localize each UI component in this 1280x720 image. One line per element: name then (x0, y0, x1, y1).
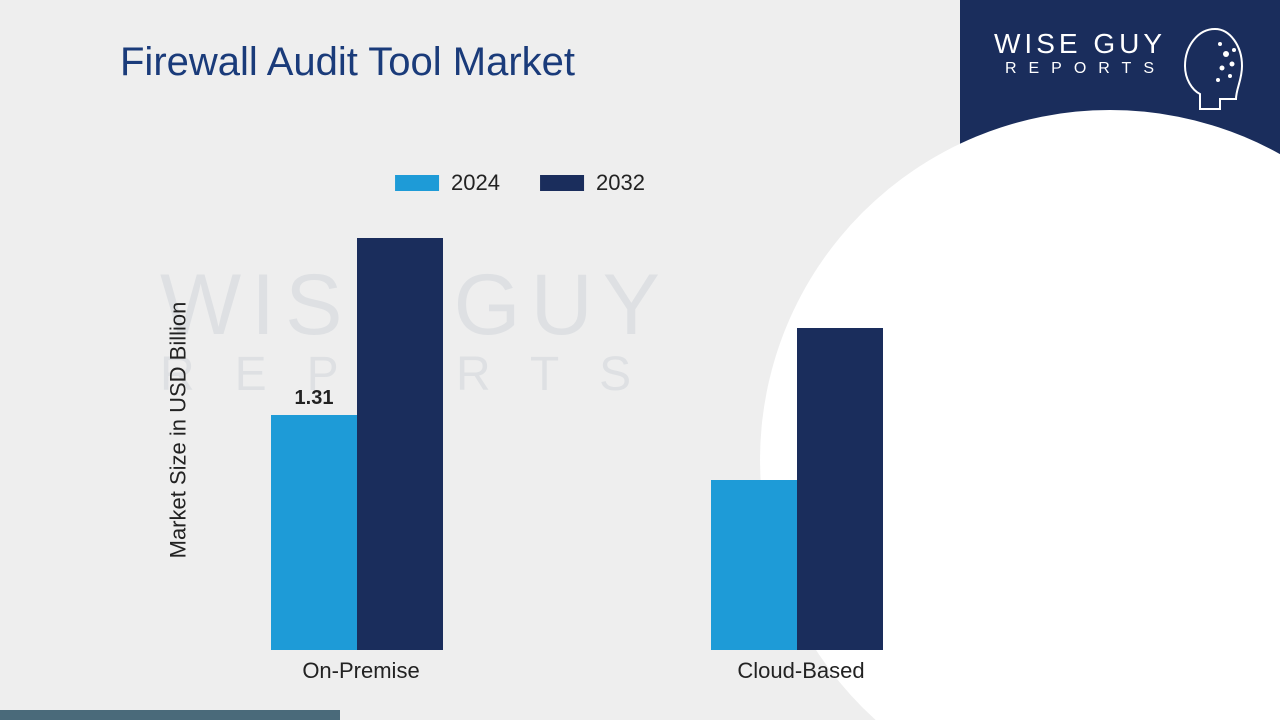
legend-label: 2032 (596, 170, 645, 196)
x-axis-label: On-Premise (302, 658, 419, 684)
footer-accent-bar (0, 710, 340, 720)
bar (711, 480, 797, 650)
bar-chart: Market Size in USD Billion 2024 2032 1.3… (90, 170, 950, 690)
legend-swatch (395, 175, 439, 191)
chart-title: Firewall Audit Tool Market (120, 40, 575, 85)
legend-item: 2032 (540, 170, 645, 196)
bar-value-label: 1.31 (295, 387, 334, 410)
bar (357, 238, 443, 650)
legend-label: 2024 (451, 170, 500, 196)
bar (797, 328, 883, 651)
plot-area: 1.31On-Premise Cloud-Based (120, 220, 940, 650)
legend: 2024 2032 (395, 170, 645, 196)
brand-logo: WISE GUY REPORTS (994, 28, 1250, 78)
head-icon (1170, 24, 1250, 114)
x-axis-label: Cloud-Based (737, 658, 864, 684)
legend-swatch (540, 175, 584, 191)
bar-group: 1.31On-Premise (271, 220, 451, 650)
bar: 1.31 (271, 415, 357, 650)
legend-item: 2024 (395, 170, 500, 196)
bar-group: Cloud-Based (711, 220, 891, 650)
